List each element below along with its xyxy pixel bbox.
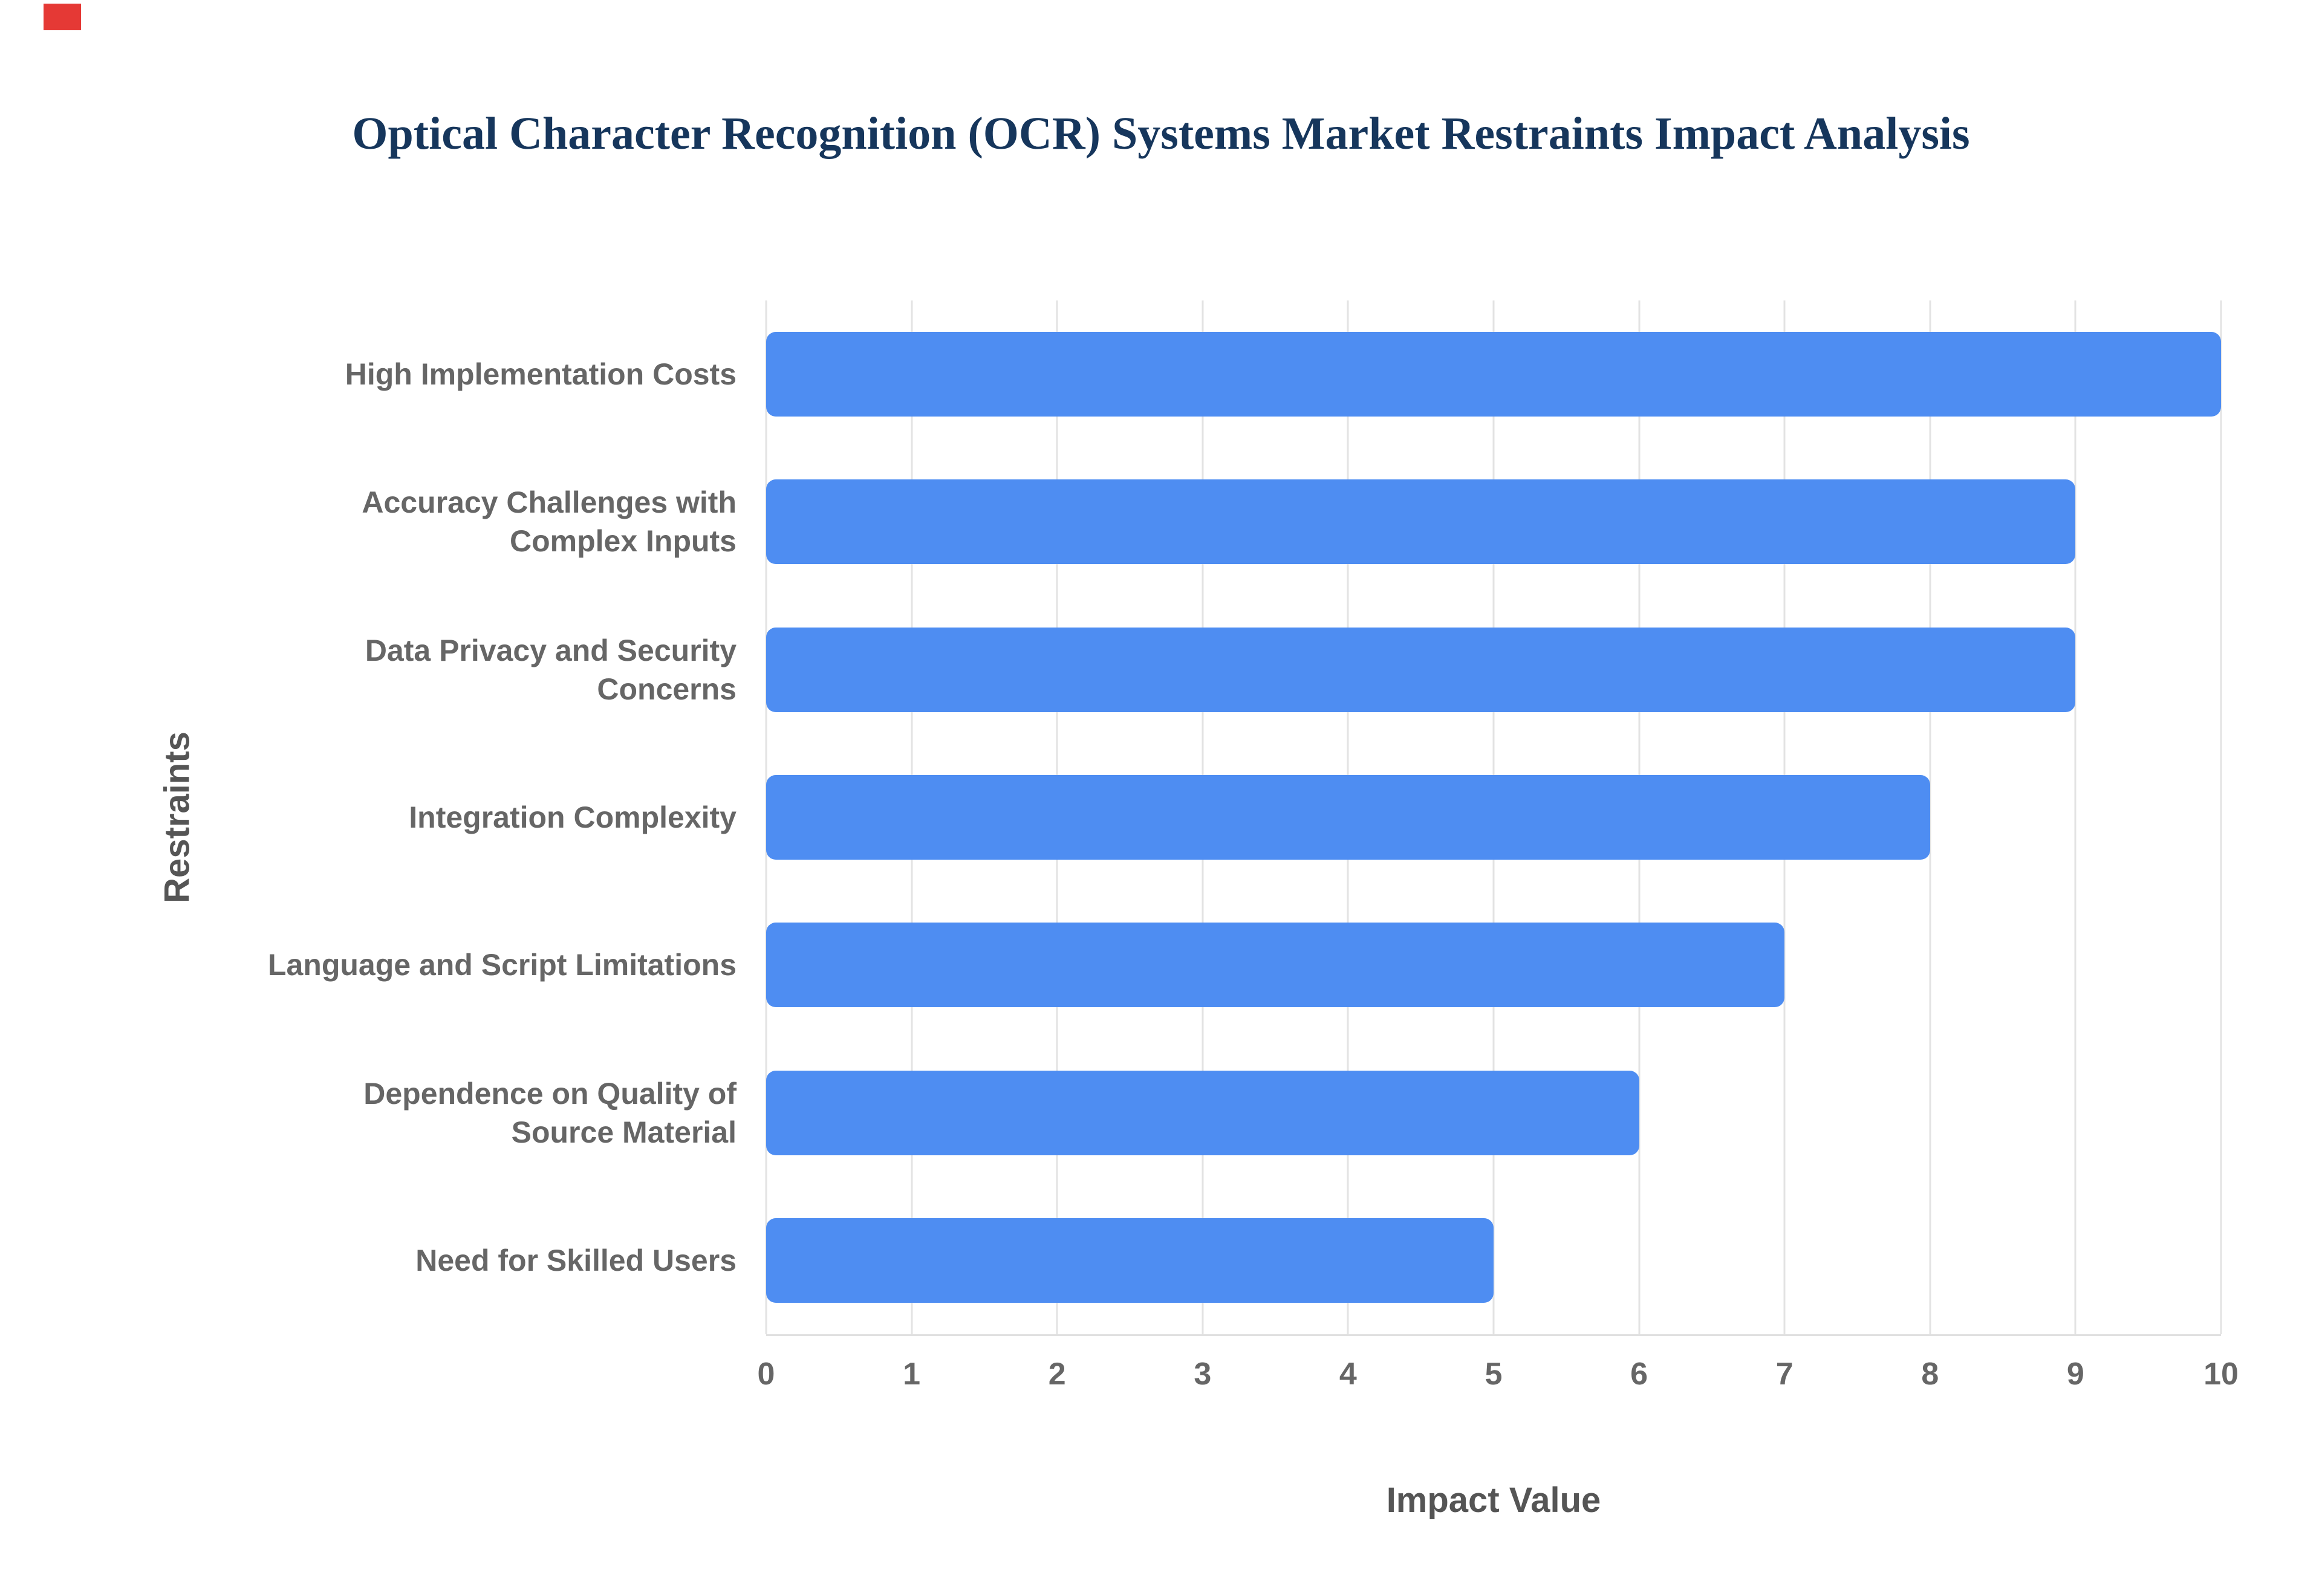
x-tick-label: 6 bbox=[1630, 1357, 1648, 1392]
category-label: High Implementation Costs bbox=[345, 357, 737, 392]
x-axis-title: Impact Value bbox=[1386, 1481, 1601, 1520]
x-tick-label: 5 bbox=[1485, 1357, 1503, 1392]
plot-area bbox=[765, 300, 2320, 1336]
bar bbox=[766, 627, 2076, 712]
x-axis-ticks: 0 1 2 3 4 5 6 7 8 9 10 bbox=[758, 1356, 2239, 1404]
red-artifact bbox=[44, 4, 81, 30]
category-label: Data Privacy and Security Concerns bbox=[365, 633, 737, 706]
bar bbox=[766, 923, 1785, 1008]
y-axis-title: Restraints bbox=[157, 731, 197, 903]
grid-area bbox=[765, 300, 2222, 1336]
x-tick-label: 9 bbox=[2066, 1357, 2084, 1392]
category-label: Need for Skilled Users bbox=[415, 1243, 737, 1277]
x-tick-label: 3 bbox=[1194, 1357, 1212, 1392]
category-label: Accuracy Challenges with Complex Inputs bbox=[362, 485, 737, 559]
chart-title: Optical Character Recognition (OCR) Syst… bbox=[352, 108, 1970, 159]
category-label: Language and Script Limitations bbox=[267, 948, 737, 982]
category-label: Integration Complexity bbox=[409, 800, 737, 834]
x-tick-label: 10 bbox=[2203, 1357, 2239, 1392]
x-tick-label: 1 bbox=[903, 1357, 921, 1392]
x-tick-label: 0 bbox=[757, 1357, 775, 1392]
bar bbox=[766, 1070, 1639, 1155]
grid-line bbox=[1929, 300, 1931, 1334]
grid-line bbox=[2074, 300, 2076, 1334]
bar bbox=[766, 332, 2221, 417]
category-label: Dependence on Quality of Source Material bbox=[363, 1076, 737, 1149]
grid-line bbox=[2220, 300, 2222, 1334]
bar bbox=[766, 775, 1930, 860]
x-tick-label: 4 bbox=[1339, 1357, 1357, 1392]
bar bbox=[766, 1218, 1494, 1303]
x-tick-label: 8 bbox=[1921, 1357, 1939, 1392]
bar bbox=[766, 479, 2076, 565]
y-axis-labels: High Implementation Costs Accuracy Challe… bbox=[254, 300, 737, 1334]
x-tick-label: 2 bbox=[1048, 1357, 1066, 1392]
x-tick-label: 7 bbox=[1775, 1357, 1794, 1392]
